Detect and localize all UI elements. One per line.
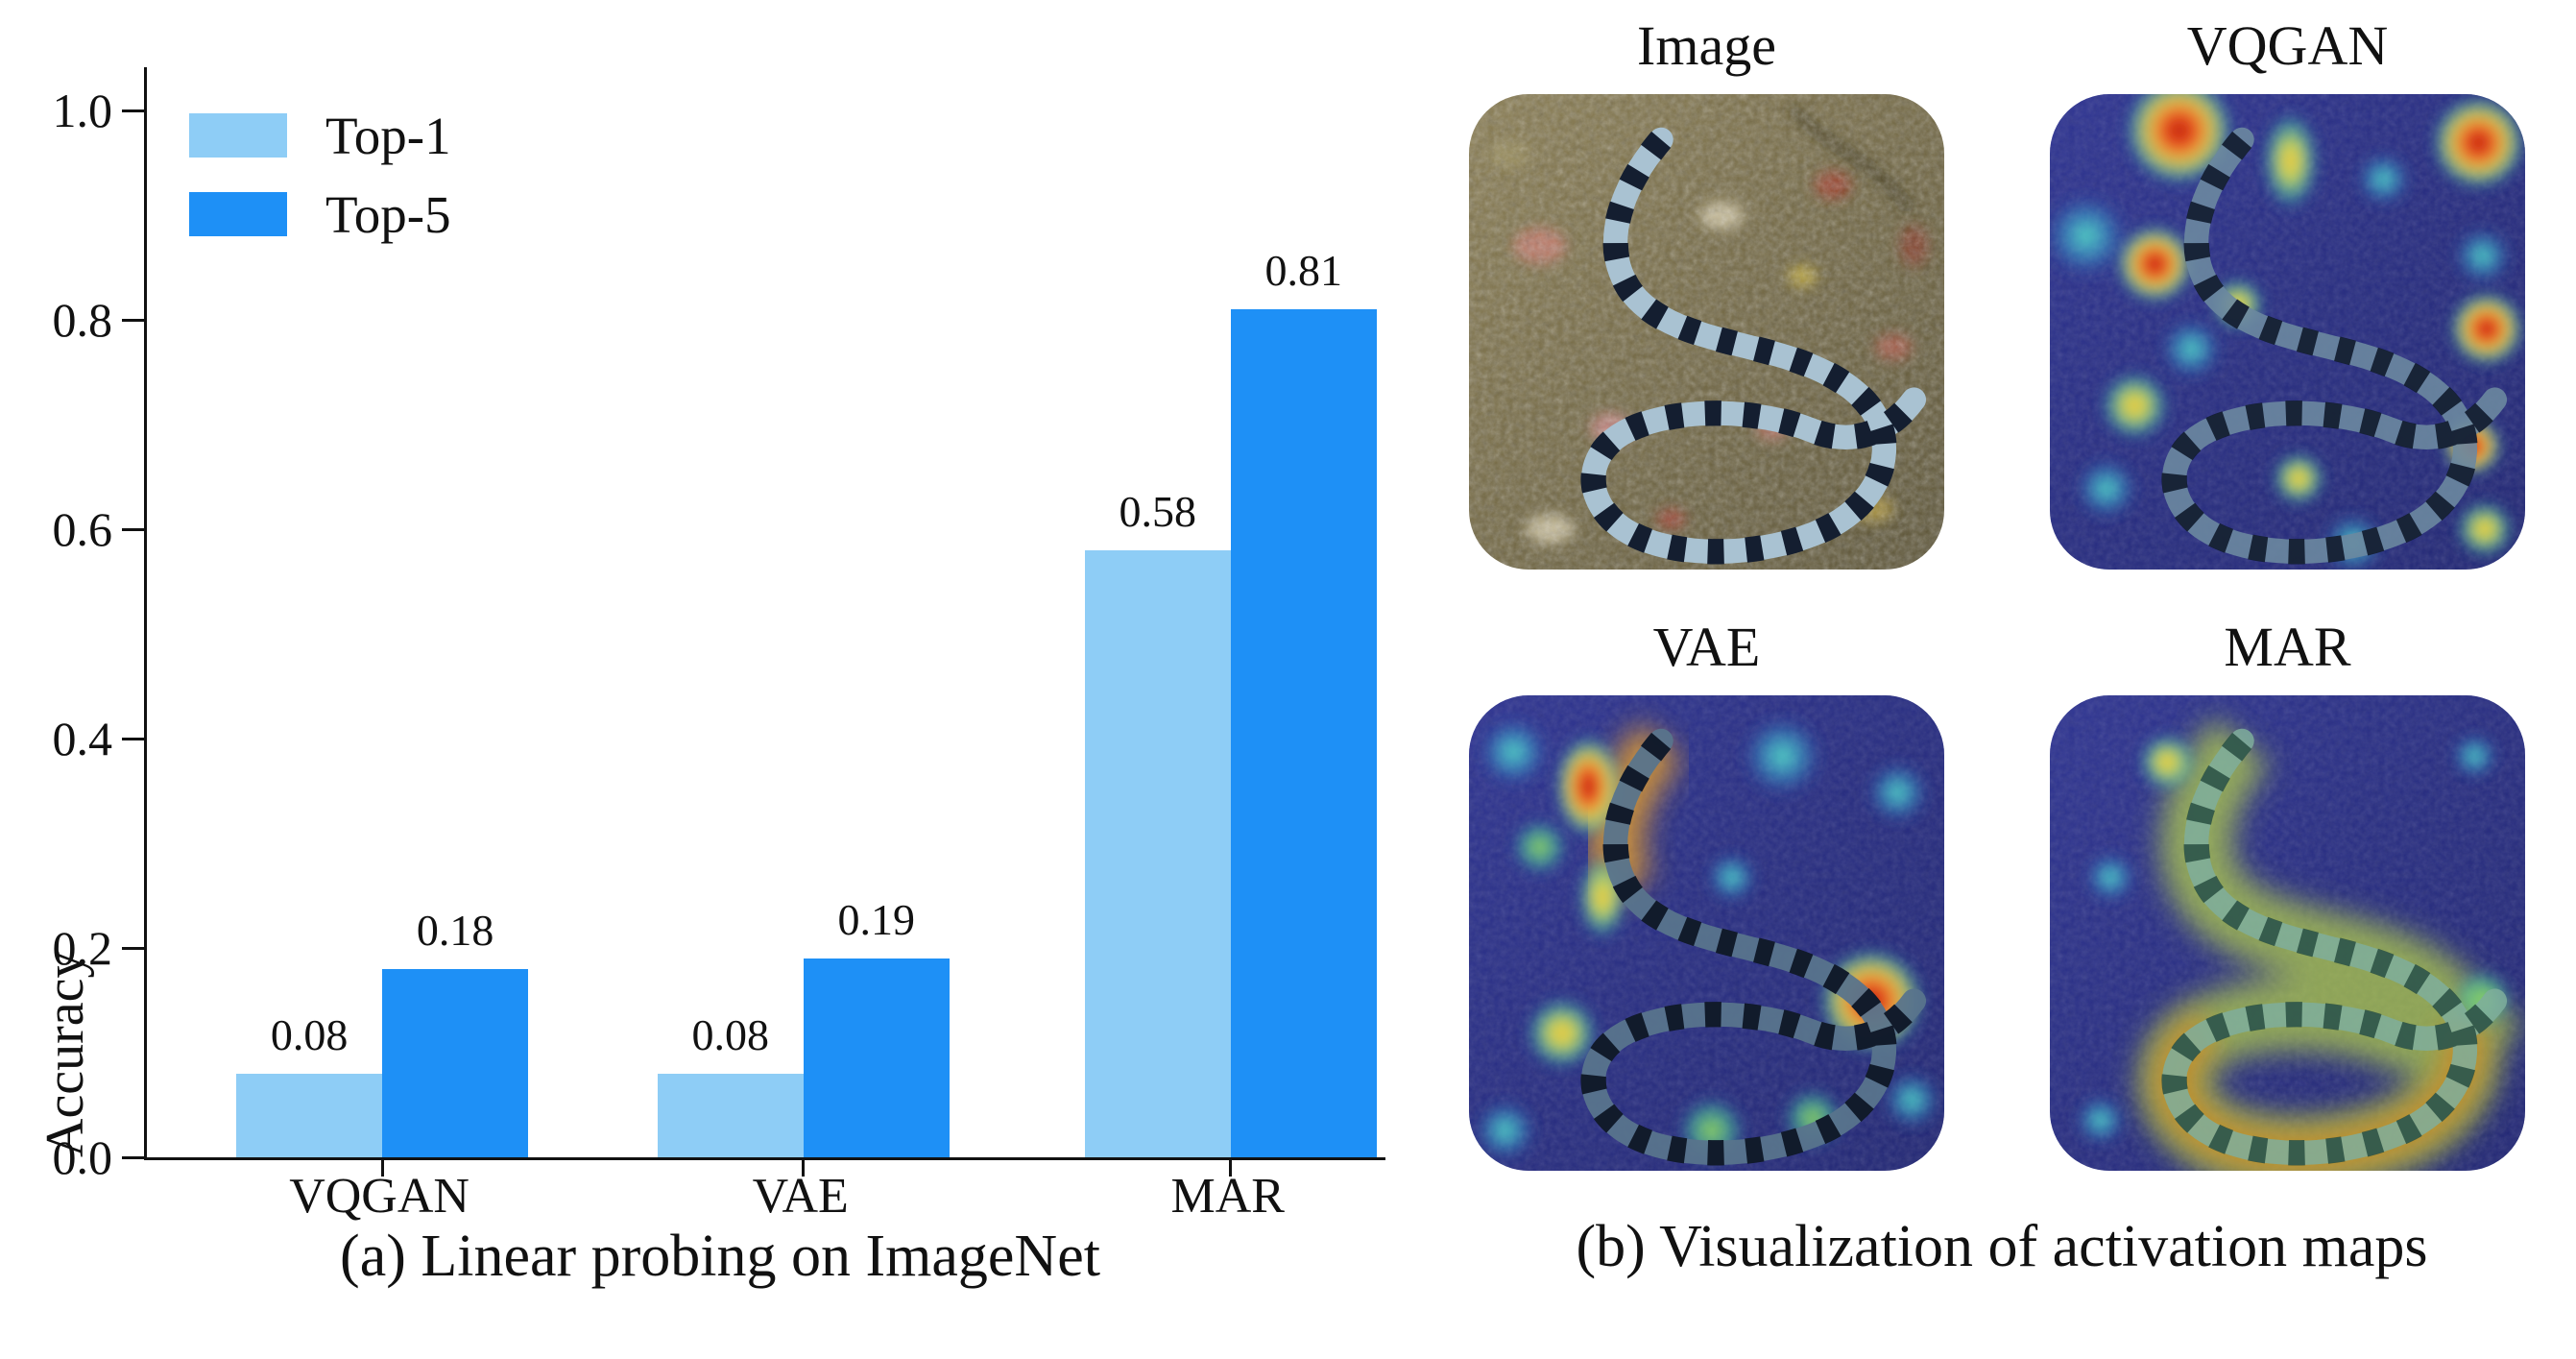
legend-swatch-top-5 xyxy=(189,192,287,236)
linear-probing-chart: Accuracy Top-1 Top-5 0.0 0.2 0.4 0.6 0.8 1.0 0.… xyxy=(29,0,1411,1359)
bar-vqgan-top-5 xyxy=(382,968,529,1157)
viz-title-image: Image xyxy=(1637,14,1776,77)
y-tick-label: 0.6 xyxy=(52,502,113,556)
bar-value-label: 0.18 xyxy=(416,905,494,955)
x-category-label: MAR xyxy=(1170,1169,1285,1224)
bar-value-label: 0.19 xyxy=(837,894,915,944)
legend-entry: Top-1 xyxy=(189,109,451,162)
chart-legend: Top-1 Top-5 xyxy=(189,109,451,271)
x-axis-labels: VQGAN VAE MAR xyxy=(144,1168,1383,1235)
activation-maps-panel: Image VQGAN VAE MAR xyxy=(1431,0,2576,1359)
y-tick-mark xyxy=(122,737,144,740)
bar-value-label: 0.08 xyxy=(691,1009,769,1059)
bar-mar-top-5 xyxy=(1230,309,1377,1157)
legend-label: Top-5 xyxy=(325,184,451,244)
bar-vae-top-1 xyxy=(657,1073,804,1157)
y-tick-mark xyxy=(122,318,144,322)
y-tick-mark xyxy=(122,1155,144,1159)
legend-label: Top-1 xyxy=(325,106,451,165)
mar-activation-map xyxy=(2050,695,2525,1171)
y-tick-mark xyxy=(122,109,144,112)
y-axis-label: Accuracy xyxy=(36,951,95,1157)
y-tick-label: 0.4 xyxy=(52,712,113,765)
y-tick-label: 1.0 xyxy=(52,84,113,137)
plot-frame: Top-1 Top-5 0.0 0.2 0.4 0.6 0.8 1.0 0.08 0.18 0.0… xyxy=(53,67,1385,1184)
viz-title-mar: MAR xyxy=(2224,616,2351,678)
bar-value-label: 0.81 xyxy=(1264,246,1343,296)
vqgan-activation-map xyxy=(2050,94,2525,570)
bar-value-label: 0.08 xyxy=(270,1009,349,1059)
y-tick-label: 0.0 xyxy=(52,1130,113,1184)
legend-entry: Top-5 xyxy=(189,188,451,241)
bar-mar-top-1 xyxy=(1084,549,1231,1157)
legend-swatch-top-1 xyxy=(189,113,287,158)
y-tick-label: 0.8 xyxy=(52,293,113,347)
bar-vqgan-top-1 xyxy=(236,1073,383,1157)
y-tick-mark xyxy=(122,527,144,531)
bar-value-label: 0.58 xyxy=(1119,486,1197,536)
image-photo xyxy=(1469,94,1944,570)
bar-vae-top-5 xyxy=(803,958,950,1157)
x-category-label: VAE xyxy=(752,1169,849,1224)
viz-title-vqgan: VQGAN xyxy=(2186,14,2389,77)
vae-activation-map xyxy=(1469,695,1944,1171)
caption-b: (b) Visualization of activation maps xyxy=(1576,1214,2428,1279)
y-tick-mark xyxy=(122,946,144,950)
plot-area: Top-1 Top-5 0.0 0.2 0.4 0.6 0.8 1.0 0.08 0.18 0.0… xyxy=(53,67,1385,1184)
x-tick-mark xyxy=(802,1160,806,1177)
caption-a: (a) Linear probing on ImageNet xyxy=(340,1224,1100,1289)
y-tick-label: 0.2 xyxy=(52,921,113,975)
x-tick-mark xyxy=(1229,1160,1233,1177)
viz-title-vae: VAE xyxy=(1652,616,1761,678)
x-category-label: VQGAN xyxy=(289,1169,469,1224)
x-tick-mark xyxy=(380,1160,384,1177)
